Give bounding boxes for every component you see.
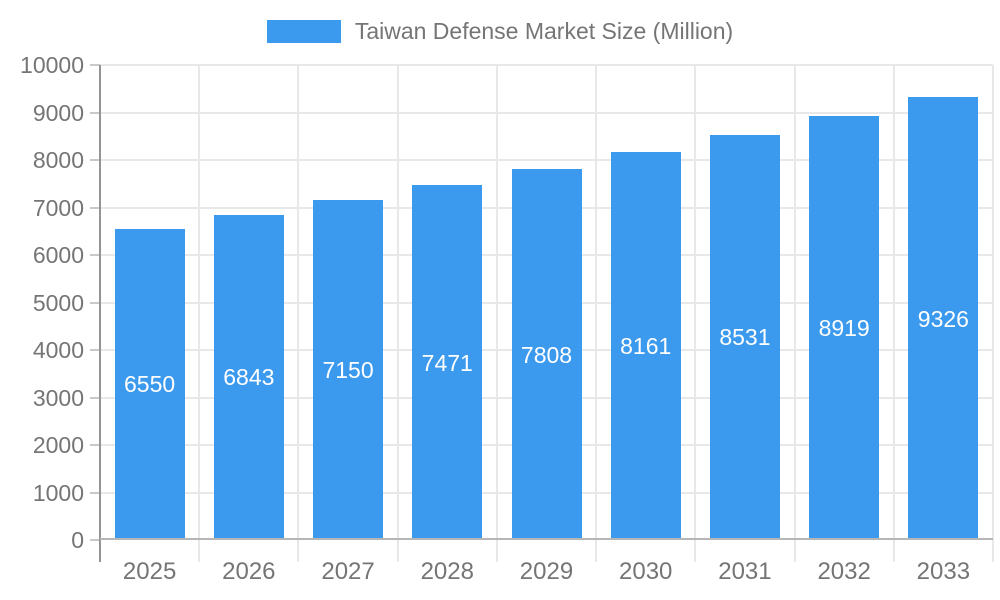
x-axis-label: 2026 bbox=[222, 558, 276, 585]
v-gridline bbox=[297, 65, 300, 562]
y-tick bbox=[90, 539, 100, 541]
h-gridline bbox=[100, 111, 993, 114]
y-tick bbox=[90, 396, 100, 399]
bar: 6550 bbox=[114, 228, 185, 540]
bar: 7808 bbox=[511, 169, 582, 540]
legend-label: Taiwan Defense Market Size (Million) bbox=[354, 18, 734, 44]
bar: 6843 bbox=[213, 214, 284, 540]
y-tick bbox=[90, 491, 100, 494]
v-gridline bbox=[495, 65, 498, 562]
y-axis-label: 7000 bbox=[32, 194, 84, 221]
y-tick bbox=[90, 254, 100, 256]
v-gridline bbox=[198, 65, 201, 562]
x-axis-label: 2027 bbox=[321, 558, 375, 585]
bar-value-label: 8531 bbox=[719, 324, 771, 351]
bar: 8531 bbox=[709, 134, 780, 540]
x-axis-label: 2033 bbox=[916, 558, 971, 585]
bar-value-label: 7471 bbox=[421, 349, 473, 376]
plot-area: 0 1000 2000 3000 4000 5000 6000 7000 8000 9000 100… bbox=[20, 53, 994, 585]
y-tick bbox=[90, 206, 100, 209]
bar-value-label: 8919 bbox=[818, 315, 870, 342]
bar-value-label: 7808 bbox=[520, 341, 573, 368]
x-axis-label: 2030 bbox=[619, 558, 673, 585]
y-tick bbox=[90, 64, 100, 66]
y-axis-line bbox=[99, 65, 101, 562]
v-gridline bbox=[793, 65, 796, 562]
y-axis-label: 9000 bbox=[32, 99, 84, 126]
bar-value-label: 8161 bbox=[620, 333, 672, 360]
v-gridline bbox=[694, 65, 697, 562]
x-axis-label: 2029 bbox=[519, 558, 574, 585]
bar-value-label: 9326 bbox=[917, 305, 969, 332]
bar: 8161 bbox=[610, 152, 681, 540]
y-axis-label: 5000 bbox=[32, 289, 84, 316]
y-tick bbox=[90, 444, 100, 446]
x-axis-line bbox=[100, 538, 993, 540]
x-axis-label: 2032 bbox=[817, 558, 871, 585]
h-gridline bbox=[100, 64, 993, 66]
y-axis-label: 10000 bbox=[20, 52, 84, 78]
v-gridline bbox=[992, 65, 994, 562]
y-tick bbox=[90, 111, 100, 114]
y-tick bbox=[90, 301, 100, 304]
bar-value-label: 7150 bbox=[322, 357, 374, 384]
y-axis-label: 3000 bbox=[32, 384, 84, 411]
y-axis-label: 6000 bbox=[32, 242, 84, 268]
y-axis-label: 8000 bbox=[32, 147, 84, 173]
bar: 7471 bbox=[412, 185, 483, 540]
y-axis-label: 1000 bbox=[32, 479, 84, 506]
bar: 9326 bbox=[908, 97, 979, 540]
v-gridline bbox=[892, 65, 895, 562]
h-gridline bbox=[100, 159, 993, 161]
y-axis-label: 4000 bbox=[32, 337, 84, 363]
y-axis-label: 0 bbox=[71, 527, 84, 553]
x-axis-label: 2028 bbox=[420, 558, 474, 585]
v-gridline bbox=[595, 65, 598, 562]
bar: 7150 bbox=[313, 200, 384, 540]
x-axis-label: 2031 bbox=[718, 558, 772, 585]
x-axis-label: 2025 bbox=[122, 558, 177, 585]
legend-swatch bbox=[266, 20, 341, 43]
y-tick bbox=[90, 349, 100, 351]
bar: 8919 bbox=[809, 116, 880, 540]
y-tick bbox=[90, 159, 100, 161]
y-axis-label: 2000 bbox=[32, 432, 84, 458]
bar-value-label: 6843 bbox=[223, 364, 275, 391]
legend: Taiwan Defense Market Size (Million) bbox=[0, 18, 1000, 45]
bar-value-label: 6550 bbox=[124, 371, 176, 398]
v-gridline bbox=[396, 65, 399, 562]
